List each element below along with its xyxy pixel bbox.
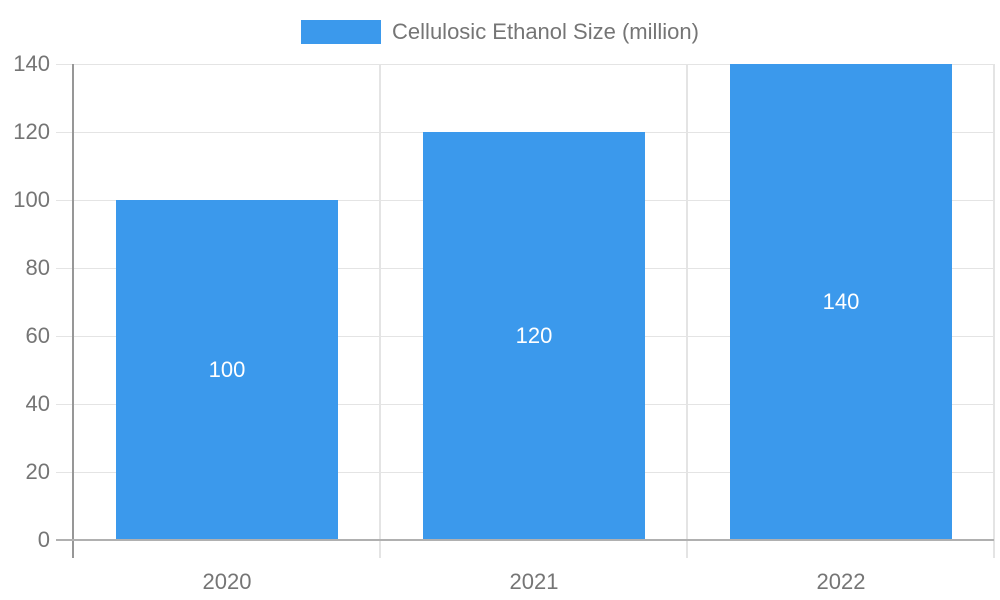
bar-2021[interactable] [423, 132, 645, 540]
bar-2020[interactable] [116, 200, 338, 540]
x-axis-tick-label-2020: 2020 [202, 569, 252, 594]
gridline-x-3 [993, 64, 995, 558]
y-axis-tick-label-100: 100 [13, 187, 50, 212]
y-axis-tick-label-60: 60 [25, 323, 50, 348]
x-axis-baseline [56, 539, 994, 541]
y-axis-tick-label-140: 140 [13, 51, 50, 76]
y-axis-tick-label-0: 0 [37, 527, 50, 552]
bar-value-label-2020: 100 [208, 357, 246, 382]
gridline-x-2 [686, 64, 688, 558]
gridline-x-1 [379, 64, 381, 558]
legend-label: Cellulosic Ethanol Size (million) [392, 19, 699, 44]
legend-swatch [301, 20, 382, 44]
y-axis-tick-label-120: 120 [13, 119, 50, 144]
y-axis-line [72, 64, 74, 558]
x-axis-tick-label-2022: 2022 [816, 569, 866, 594]
bar-2022[interactable] [730, 64, 952, 540]
y-axis-tick-label-20: 20 [25, 459, 50, 484]
y-axis-tick-label-80: 80 [25, 255, 50, 280]
gridline-y-140 [56, 64, 994, 65]
bar-value-label-2021: 120 [515, 323, 553, 348]
x-axis-tick-label-2021: 2021 [509, 569, 559, 594]
y-axis-tick-label-40: 40 [25, 391, 50, 416]
bar-value-label-2022: 140 [822, 289, 860, 314]
chart-legend[interactable]: Cellulosic Ethanol Size (million) [0, 19, 1000, 45]
